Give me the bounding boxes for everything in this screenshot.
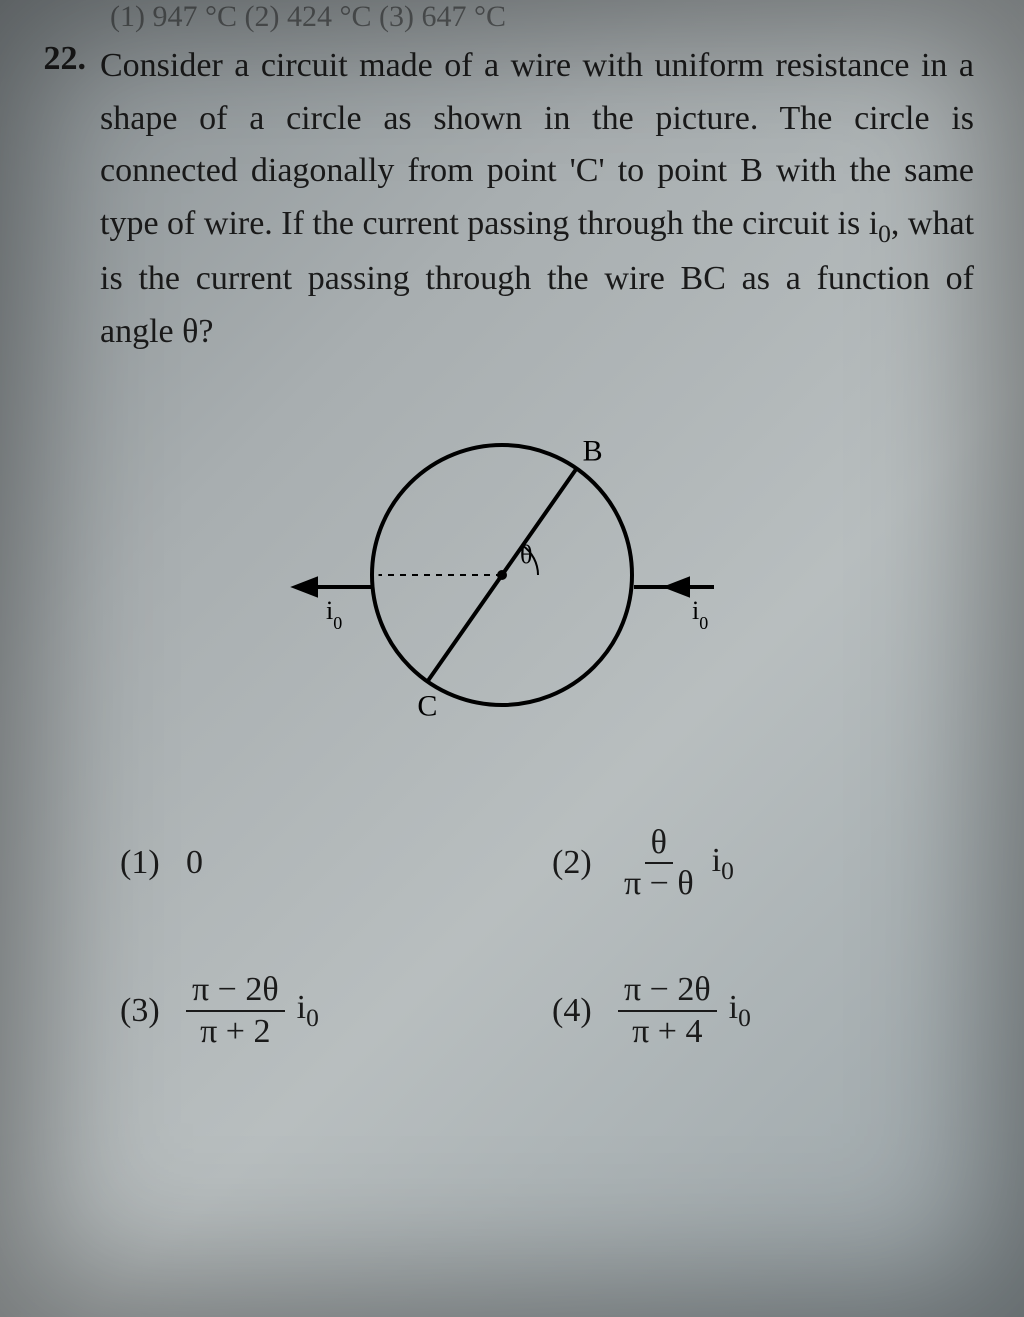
option-fraction: θ π − θ [618, 825, 700, 902]
option-tail: i0 [712, 842, 734, 886]
question-text: Consider a circuit made of a wire with u… [100, 40, 974, 359]
fraction-denominator: π + 4 [626, 1012, 708, 1050]
options-grid: (1) 0 (2) θ π − θ i0 (3) π − 2θ π + 2 i0… [30, 805, 974, 1050]
option-label: (4) [552, 992, 606, 1030]
fraction-numerator: θ [645, 825, 673, 865]
fraction-denominator: π − θ [618, 864, 700, 902]
fraction-denominator: π + 2 [194, 1012, 276, 1050]
fraction-numerator: π − 2θ [618, 972, 717, 1012]
option-fraction: π − 2θ π + 2 [186, 972, 285, 1049]
option-tail-sub: 0 [306, 1003, 319, 1032]
previous-question-fragment: (1) 947 °C (2) 424 °C (3) 647 °C [30, 0, 974, 34]
circuit-diagram: B Cθ i0 i0 [242, 385, 762, 765]
option-fraction: π − 2θ π + 4 [618, 972, 717, 1049]
option-1: (1) 0 [120, 825, 512, 902]
option-label: (2) [552, 844, 606, 882]
question-number: 22. [30, 40, 86, 78]
svg-text:C: C [417, 689, 437, 722]
diagram-container: B Cθ i0 i0 [30, 359, 974, 805]
question-subscript: 0 [878, 219, 891, 248]
option-label: (3) [120, 992, 174, 1030]
question-block: 22. Consider a circuit made of a wire wi… [30, 40, 974, 359]
option-label: (1) [120, 844, 174, 882]
option-tail-sub: 0 [721, 855, 734, 884]
svg-text:θ: θ [520, 540, 532, 569]
svg-text:B: B [583, 434, 603, 467]
question-text-part1: Consider a circuit made of a wire with u… [100, 47, 974, 242]
option-tail-i: i [729, 989, 738, 1026]
page: (1) 947 °C (2) 424 °C (3) 647 °C 22. Con… [0, 0, 1024, 1050]
option-2: (2) θ π − θ i0 [552, 825, 944, 902]
option-4: (4) π − 2θ π + 4 i0 [552, 972, 944, 1049]
option-tail-sub: 0 [738, 1003, 751, 1032]
option-tail-i: i [712, 842, 721, 879]
option-tail-i: i [297, 989, 306, 1026]
option-tail: i0 [729, 989, 751, 1033]
fraction-numerator: π − 2θ [186, 972, 285, 1012]
option-value: 0 [186, 844, 203, 882]
option-3: (3) π − 2θ π + 2 i0 [120, 972, 512, 1049]
svg-text:i0: i0 [692, 596, 708, 633]
option-tail: i0 [297, 989, 319, 1033]
svg-text:i0: i0 [326, 596, 342, 633]
